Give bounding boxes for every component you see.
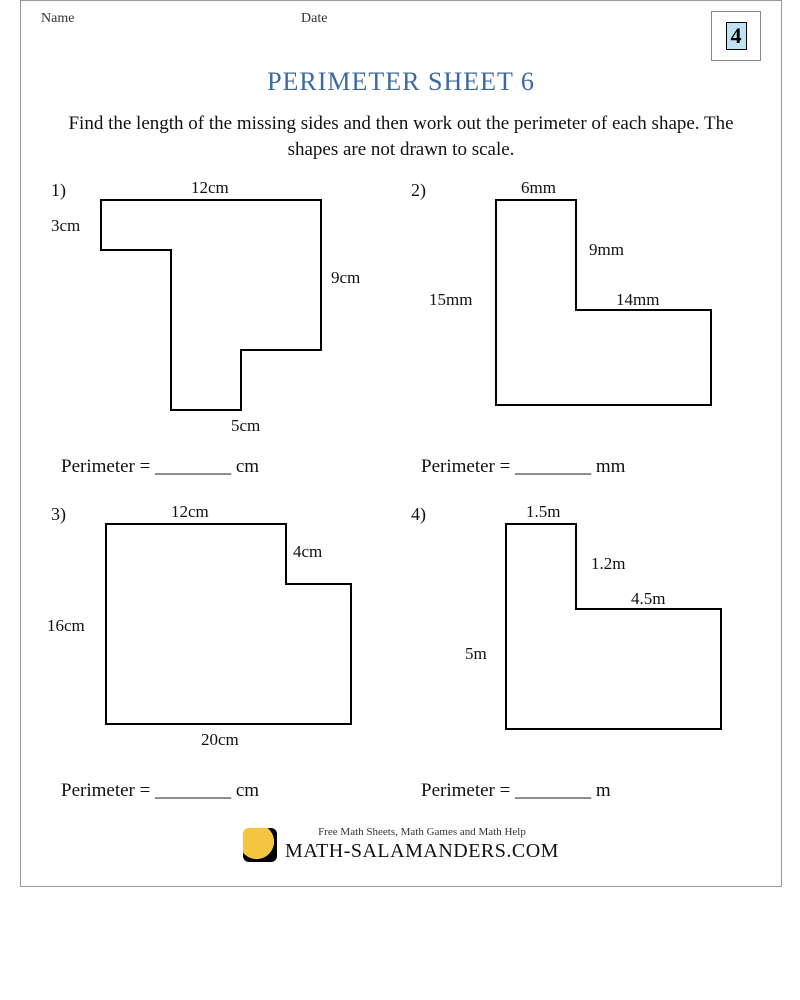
perimeter-answer-line: Perimeter = ________ m [421, 780, 761, 802]
dimension-label: 14mm [616, 290, 659, 310]
dimension-label: 20cm [201, 730, 239, 750]
dimension-label: 9cm [331, 268, 360, 288]
shape-svg [401, 180, 741, 440]
date-label: Date [301, 11, 711, 27]
page-title: PERIMETER SHEET 6 [21, 67, 781, 97]
dimension-label: 6mm [521, 178, 556, 198]
worksheet-page: Name Date 4 PERIMETER SHEET 6 Find the l… [20, 0, 782, 887]
instructions-text: Find the length of the missing sides and… [61, 111, 741, 162]
problem-4: 4)1.5m1.2m4.5m5mPerimeter = ________ m [401, 504, 761, 808]
dimension-label: 5cm [231, 416, 260, 436]
header-row: Name Date 4 [21, 11, 781, 61]
salamander-icon [243, 828, 277, 862]
footer-site: MATH-SALAMANDERS.COM [285, 840, 559, 863]
grade-number: 4 [726, 22, 747, 50]
footer: Free Math Sheets, Math Games and Math He… [21, 826, 781, 866]
problem-1: 1)12cm3cm9cm5cmPerimeter = ________ cm [41, 180, 401, 484]
problems-grid: 1)12cm3cm9cm5cmPerimeter = ________ cm2)… [21, 180, 781, 808]
dimension-label: 12cm [171, 502, 209, 522]
shape-svg [401, 504, 741, 764]
problem-2: 2)6mm9mm14mm15mmPerimeter = ________ mm [401, 180, 761, 484]
shape-svg [41, 504, 381, 764]
shape-polygon [101, 200, 321, 410]
dimension-label: 4.5m [631, 589, 665, 609]
dimension-label: 1.2m [591, 554, 625, 574]
name-label: Name [41, 11, 301, 27]
problem-3: 3)12cm4cm16cm20cmPerimeter = ________ cm [41, 504, 401, 808]
perimeter-answer-line: Perimeter = ________ mm [421, 456, 761, 478]
dimension-label: 16cm [47, 616, 85, 636]
dimension-label: 12cm [191, 178, 229, 198]
dimension-label: 5m [465, 644, 487, 664]
footer-tagline: Free Math Sheets, Math Games and Math He… [285, 826, 559, 838]
dimension-label: 3cm [51, 216, 80, 236]
shape-container: 12cm 4cm 16cm 20cm [41, 504, 381, 764]
dimension-label: 9mm [589, 240, 624, 260]
perimeter-answer-line: Perimeter = ________ cm [61, 456, 401, 478]
grade-badge: 4 [711, 11, 761, 61]
shape-container: 1.5m 1.2m 4.5m 5m [401, 504, 741, 764]
shape-container: 6mm 9mm 14mm 15mm [401, 180, 741, 440]
shape-container: 12cm 3cm 9cm 5cm [41, 180, 381, 440]
dimension-label: 4cm [293, 542, 322, 562]
shape-polygon [496, 200, 711, 405]
dimension-label: 15mm [429, 290, 472, 310]
perimeter-answer-line: Perimeter = ________ cm [61, 780, 401, 802]
shape-svg [41, 180, 381, 440]
dimension-label: 1.5m [526, 502, 560, 522]
